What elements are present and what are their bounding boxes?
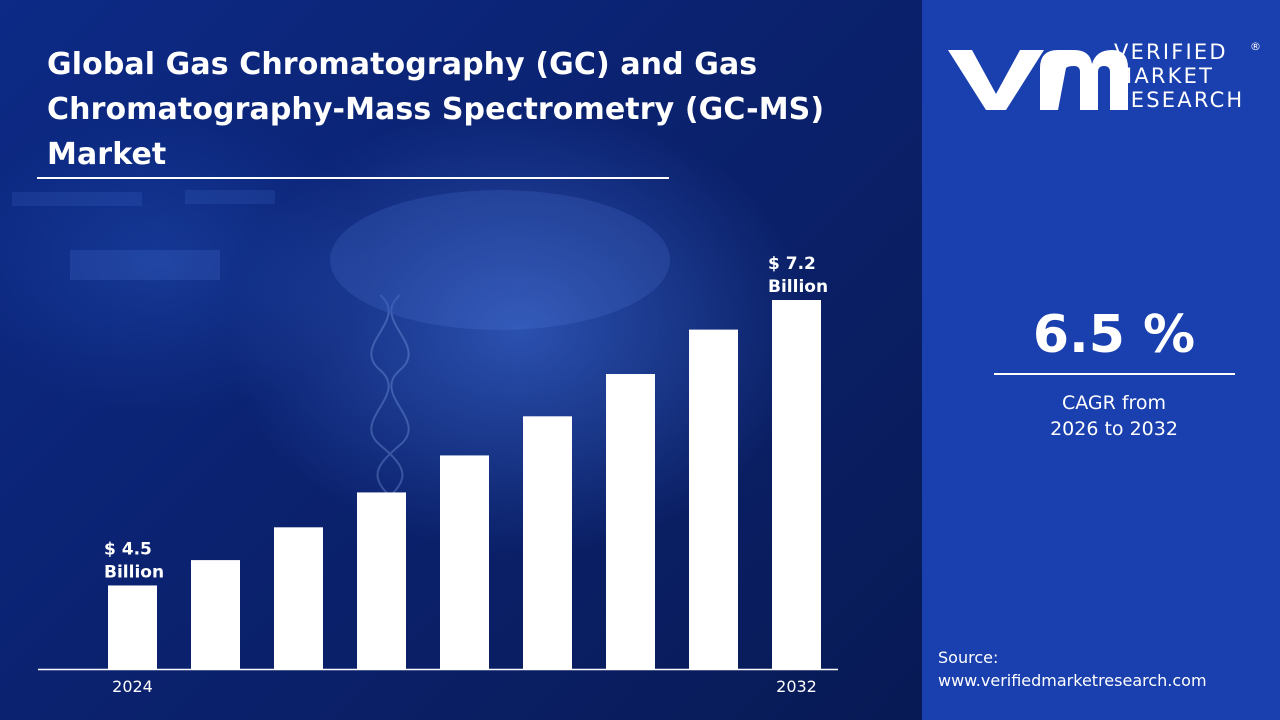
source-label: Source: [938, 648, 999, 667]
brand-line-3: RESEARCH [1114, 88, 1245, 112]
brand-line-2: MARKET [1114, 64, 1215, 88]
data-label-value-2032: $ 7.2 [768, 254, 816, 274]
page-title: Global Gas Chromatography (GC) and Gas C… [47, 47, 825, 172]
cagr-value: 6.5 % [1032, 305, 1196, 365]
bar-chart: 2024 2032 $ 4.5 Billion $ 7.2 Billion [38, 254, 838, 696]
cagr-label-line-2: 2026 to 2032 [1050, 418, 1178, 440]
cagr-divider [994, 373, 1235, 375]
registered-mark: ® [1250, 40, 1261, 53]
x-tick-label-2032: 2032 [776, 677, 817, 696]
bar-2025 [191, 560, 240, 669]
bar-2030 [606, 374, 655, 669]
data-label-unit-2024: Billion [104, 562, 164, 582]
brand-name: VERIFIED MARKET RESEARCH [1114, 40, 1244, 112]
chart-panel: Global Gas Chromatography (GC) and Gas C… [0, 0, 922, 720]
bar-2027 [357, 492, 406, 669]
info-panel: VERIFIED MARKET RESEARCH ® 6.5 % CAGR fr… [922, 0, 1280, 720]
vmr-logo-icon [948, 50, 1128, 110]
bar-2026 [274, 527, 323, 669]
x-tick-label-2024: 2024 [112, 677, 153, 696]
data-label-value-2024: $ 4.5 [104, 539, 152, 559]
bar-2029 [523, 416, 572, 669]
bar-2031 [689, 329, 738, 669]
bar-2032 [772, 300, 821, 669]
cagr-label-line-1: CAGR from [1061, 392, 1167, 414]
brand-line-1: VERIFIED [1114, 40, 1228, 64]
bar-2024 [108, 585, 157, 669]
background-decoration [12, 190, 670, 506]
source-note: Source: www.verifiedmarketresearch.com [938, 646, 1207, 692]
cagr-label: CAGR from 2026 to 2032 [994, 390, 1234, 442]
bar-2028 [440, 455, 489, 669]
source-url: www.verifiedmarketresearch.com [938, 671, 1207, 690]
title-divider [37, 177, 669, 179]
data-label-unit-2032: Billion [768, 277, 828, 297]
